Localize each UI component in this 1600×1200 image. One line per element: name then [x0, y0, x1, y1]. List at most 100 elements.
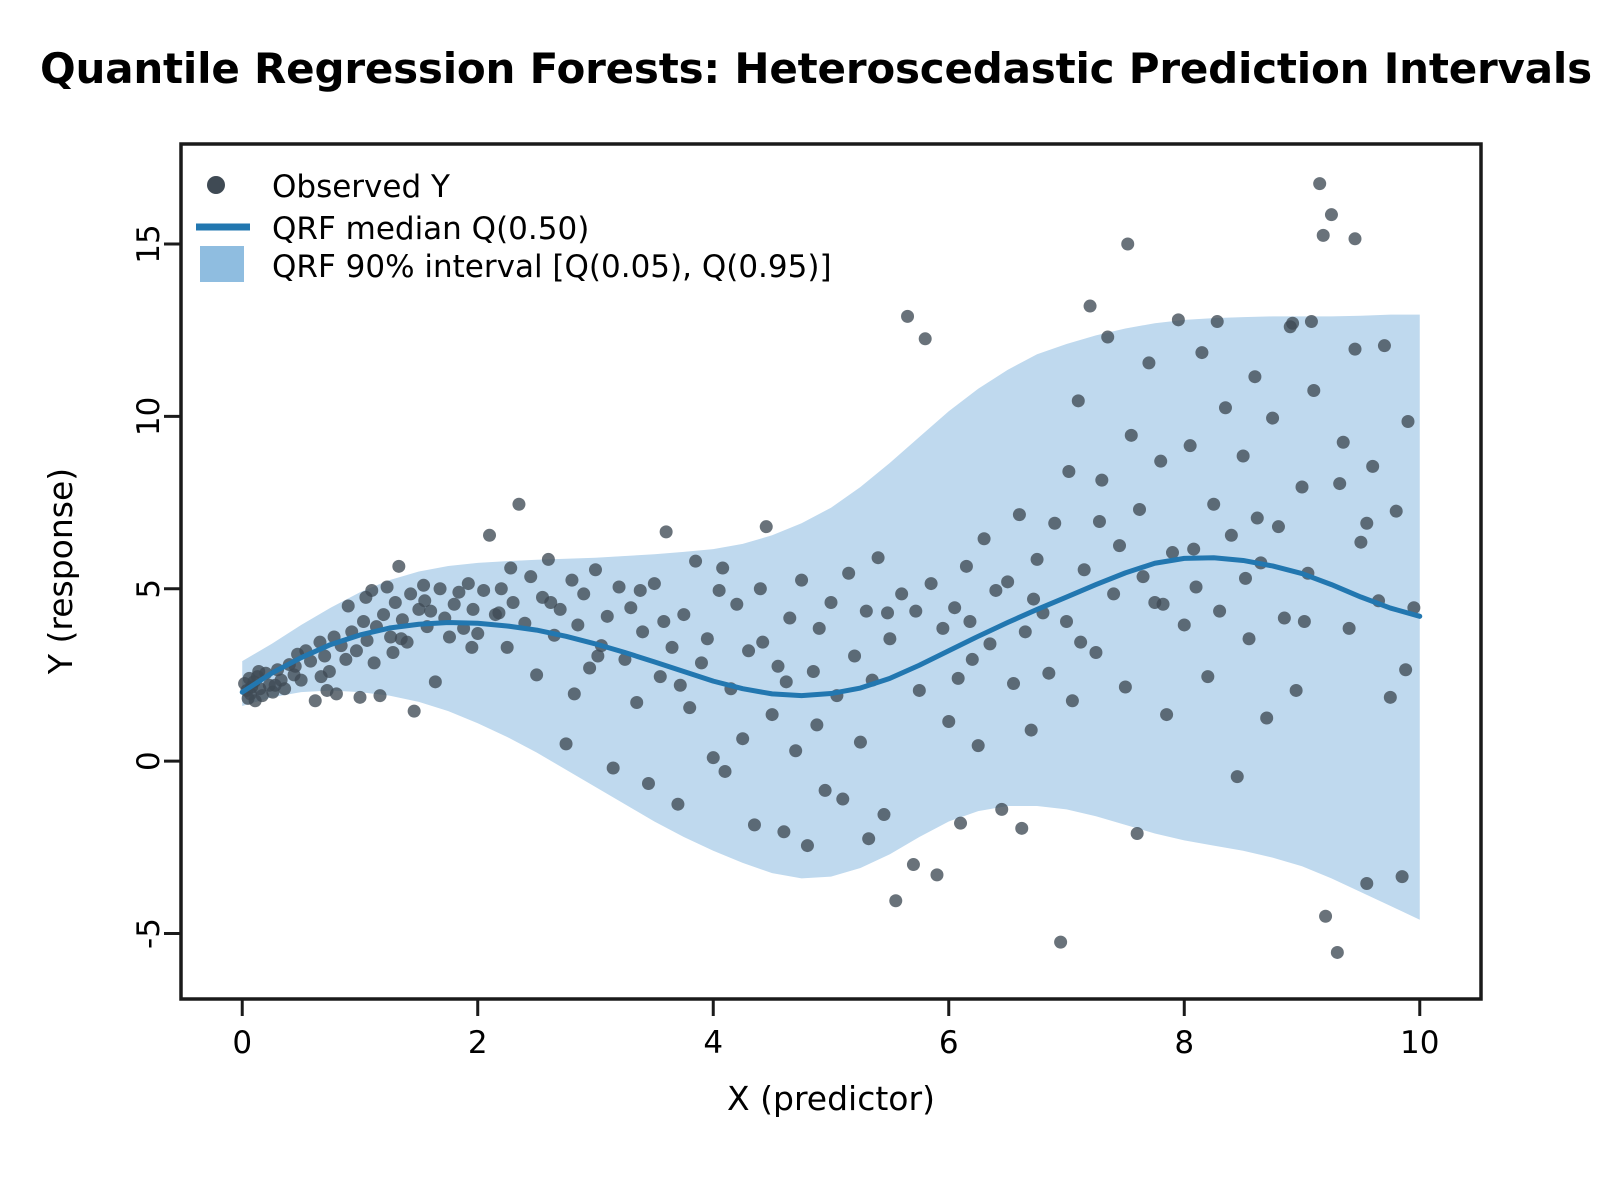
scatter-point [1360, 516, 1374, 530]
scatter-point [1030, 552, 1044, 566]
scatter-point [659, 525, 673, 539]
legend-label-observed: Observed Y [272, 169, 450, 205]
x-tick-label: 6 [939, 1025, 959, 1061]
scatter-point [1213, 604, 1227, 618]
x-tick-label: 0 [232, 1025, 252, 1061]
scatter-point [349, 644, 363, 658]
scatter-point [1071, 394, 1085, 408]
scatter-point [1304, 315, 1318, 329]
scatter-point [1195, 346, 1209, 360]
scatter-point [1183, 439, 1197, 453]
scatter-point [694, 656, 708, 670]
scatter-point [1260, 711, 1274, 725]
scatter-point [1224, 528, 1238, 542]
scatter-point [812, 621, 826, 635]
scatter-point [392, 559, 406, 573]
scatter-point [1133, 502, 1147, 516]
scatter-point [357, 614, 371, 628]
scatter-point [633, 583, 647, 597]
scatter-point [1238, 571, 1252, 585]
scatter-point [653, 670, 667, 684]
y-tick-label: 10 [131, 397, 167, 436]
x-tick-label: 8 [1174, 1025, 1194, 1061]
scatter-point [989, 583, 1003, 597]
scatter-point [930, 868, 944, 882]
scatter-point [995, 802, 1009, 816]
scatter-point [500, 640, 514, 654]
scatter-point [871, 551, 885, 565]
scatter-point [252, 664, 266, 678]
scatter-point [954, 816, 968, 830]
scatter-point [1177, 618, 1191, 632]
scatter-point [483, 528, 497, 542]
scatter-point [428, 675, 442, 689]
scatter-point [255, 689, 269, 703]
scatter-point [836, 792, 850, 806]
scatter-point [665, 640, 679, 654]
scatter-point [942, 714, 956, 728]
scatter-point [977, 532, 991, 546]
scatter-point [1307, 384, 1321, 397]
scatter-point [1277, 611, 1291, 625]
scatter-point [959, 559, 973, 573]
y-tick-label: -5 [131, 918, 167, 949]
scatter-point [1336, 435, 1350, 449]
scatter-point [1250, 511, 1264, 525]
scatter-point [1001, 575, 1015, 589]
scatter-point [895, 587, 909, 601]
scatter-point [756, 635, 770, 649]
chart-legend: Observed Y QRF median Q(0.50) QRF 90% in… [196, 169, 832, 285]
scatter-point [906, 858, 920, 872]
scatter-point [1207, 497, 1221, 511]
scatter-point [452, 585, 466, 599]
scatter-point [583, 661, 597, 675]
scatter-point [565, 573, 579, 587]
scatter-point [859, 604, 873, 618]
scatter-point [783, 611, 797, 625]
scatter-point [779, 675, 793, 689]
scatter-point [818, 783, 832, 797]
scatter-point [641, 777, 655, 791]
scatter-point [1271, 520, 1285, 534]
scatter-point [384, 630, 398, 644]
scatter-point [1121, 237, 1135, 251]
scatter-point [671, 797, 685, 811]
scatter-point [1348, 342, 1362, 356]
scatter-point [380, 580, 394, 594]
observed-y-scatter [238, 177, 1421, 959]
scatter-point [1354, 535, 1368, 549]
scatter-point [417, 578, 431, 592]
scatter-point [1389, 504, 1403, 518]
scatter-point [842, 566, 856, 580]
scatter-point [612, 580, 626, 594]
scatter-point [494, 582, 508, 596]
scatter-point [862, 832, 876, 846]
scatter-point [1156, 597, 1170, 611]
scatter-point [1324, 208, 1338, 222]
scatter-point [712, 583, 726, 597]
scatter-point [912, 683, 926, 697]
scatter-point [571, 618, 585, 632]
scatter-point [677, 608, 691, 622]
scatter-point [394, 632, 408, 646]
scatter-point [600, 609, 614, 623]
scatter-point [471, 627, 485, 641]
scatter-point [759, 520, 773, 534]
x-tick-label: 10 [1400, 1025, 1439, 1061]
scatter-point [965, 652, 979, 666]
y-tick-label: 5 [131, 579, 167, 599]
scatter-point [553, 602, 567, 616]
scatter-point [577, 587, 591, 601]
scatter-point [753, 582, 767, 596]
scatter-point [824, 596, 838, 610]
scatter-point [1062, 465, 1076, 479]
qrf-median-line [239, 555, 1423, 699]
scatter-point [936, 621, 950, 635]
scatter-point [700, 632, 714, 646]
legend-label-interval: QRF 90% interval [Q(0.05), Q(0.95)] [272, 249, 832, 285]
scatter-point [1160, 708, 1174, 722]
scatter-point [1366, 459, 1380, 473]
y-tick-label: 15 [131, 224, 167, 263]
scatter-point [544, 596, 558, 610]
